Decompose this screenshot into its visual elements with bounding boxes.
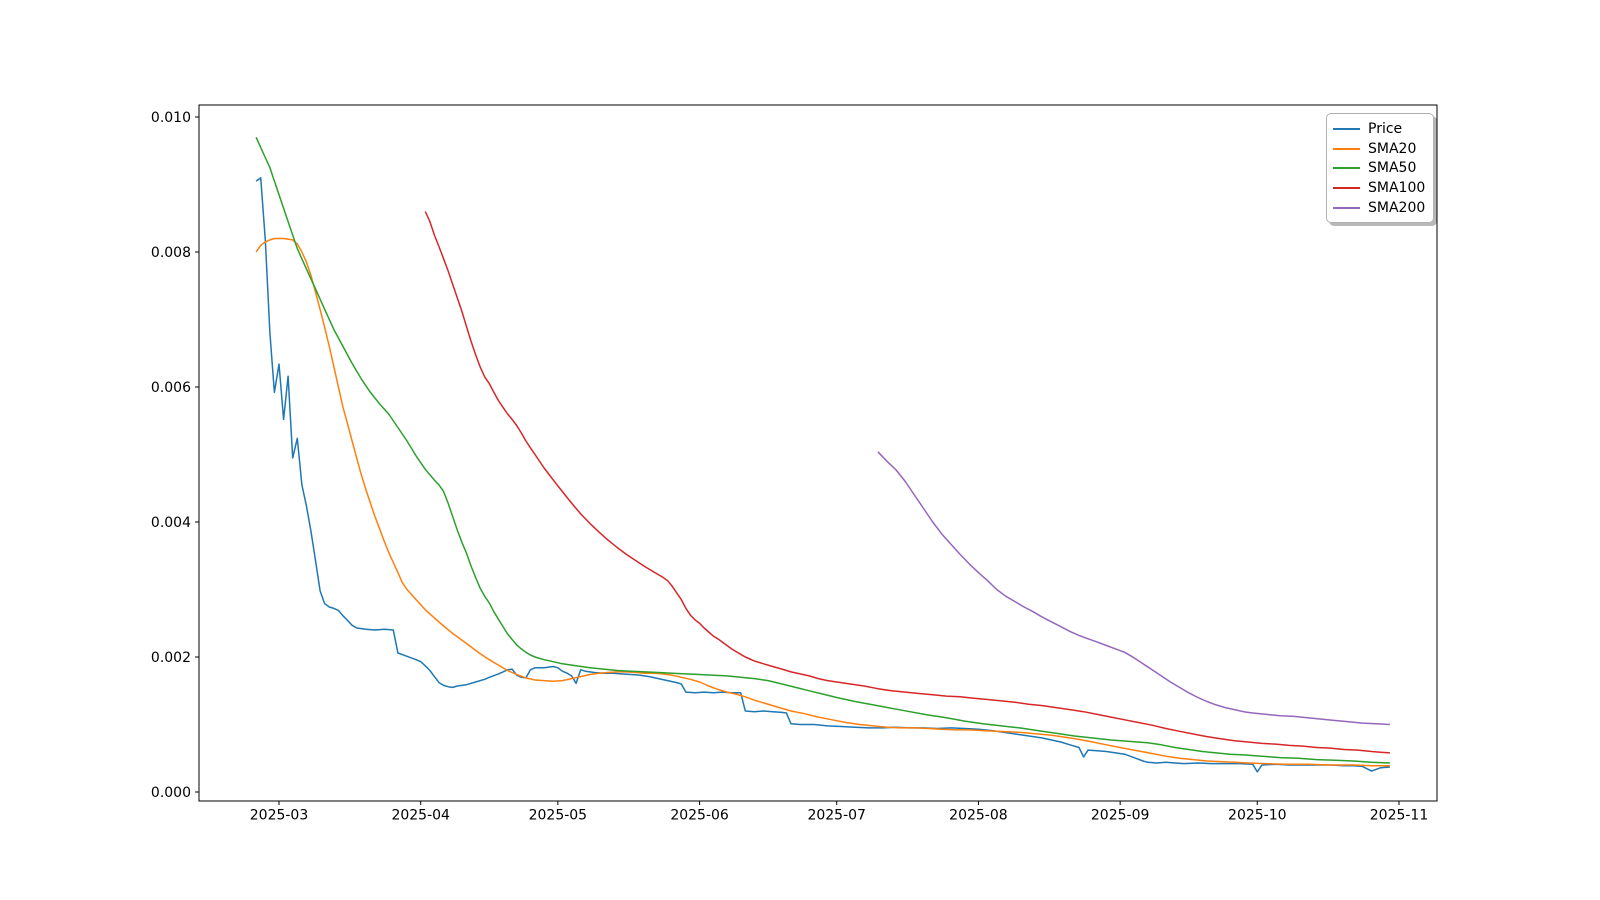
series-line-sma50 <box>255 136 1390 764</box>
legend-label: Price <box>1368 120 1403 137</box>
legend-label: SMA100 <box>1368 180 1426 197</box>
legend-item-sma50: SMA50 <box>1333 159 1433 179</box>
y-tick-label: 0.008 <box>151 245 191 261</box>
legend-label: SMA50 <box>1368 160 1417 177</box>
x-tick-label: 2025-11 <box>1370 808 1429 824</box>
x-tick-label: 2025-06 <box>670 808 729 824</box>
x-tick-label: 2025-04 <box>391 808 450 824</box>
x-tick-label: 2025-07 <box>807 808 866 824</box>
y-tick-label: 0.004 <box>151 515 191 531</box>
series-line-price <box>255 177 1390 773</box>
legend-line-swatch <box>1333 127 1360 130</box>
series-line-sma100 <box>424 211 1390 754</box>
legend-item-sma20: SMA20 <box>1333 139 1433 159</box>
legend-label: SMA20 <box>1368 140 1417 157</box>
series-line-sma20 <box>255 237 1390 767</box>
x-tick-label: 2025-03 <box>250 808 309 824</box>
series-line-sma200 <box>877 451 1390 726</box>
y-tick-label: 0.000 <box>151 785 191 801</box>
x-tick-label: 2025-09 <box>1091 808 1150 824</box>
legend-line-swatch <box>1333 207 1360 210</box>
legend-line-swatch <box>1333 167 1360 170</box>
legend-item-price: Price <box>1333 119 1433 139</box>
legend-box: Price SMA20 SMA50 SMA100 SMA200 <box>1326 113 1434 223</box>
y-tick-label: 0.006 <box>151 380 191 396</box>
legend-label: SMA200 <box>1368 200 1426 217</box>
legend-item-sma200: SMA200 <box>1333 198 1433 218</box>
y-tick-label: 0.002 <box>151 650 191 666</box>
legend-item-sma100: SMA100 <box>1333 178 1433 198</box>
x-tick-label: 2025-05 <box>529 808 588 824</box>
legend-line-swatch <box>1333 187 1360 190</box>
legend-line-swatch <box>1333 147 1360 150</box>
x-tick-label: 2025-10 <box>1228 808 1287 824</box>
y-tick-label: 0.010 <box>151 110 191 126</box>
x-tick-label: 2025-08 <box>949 808 1008 824</box>
axes-frame <box>198 104 1438 802</box>
